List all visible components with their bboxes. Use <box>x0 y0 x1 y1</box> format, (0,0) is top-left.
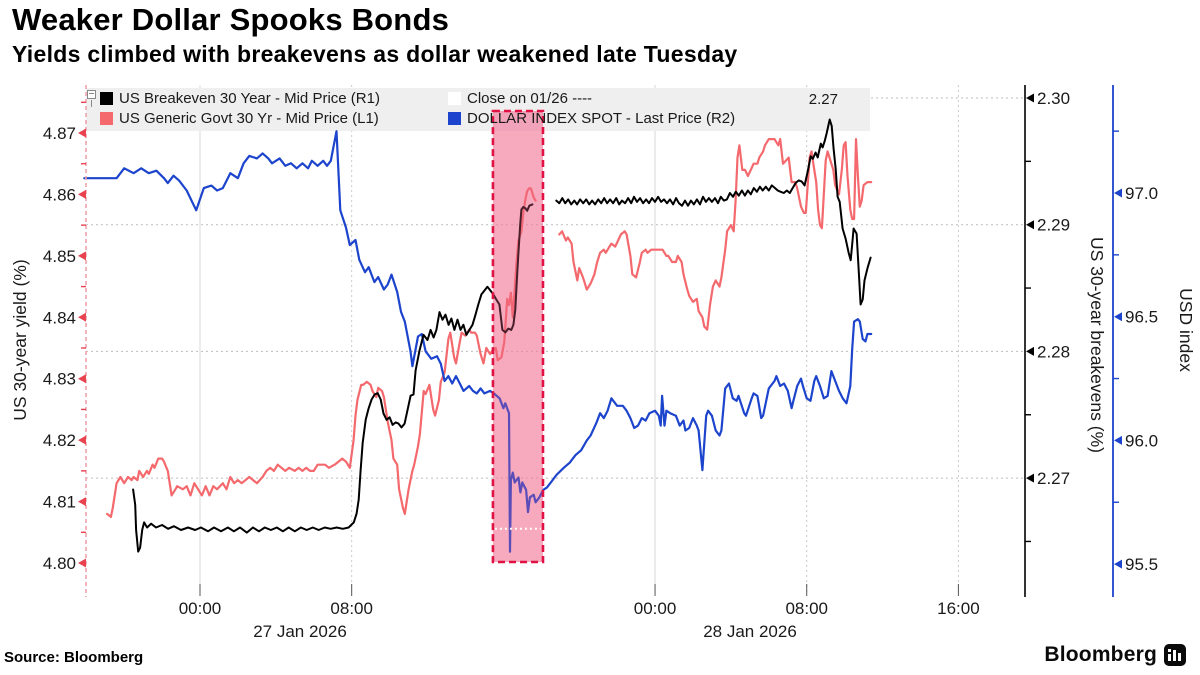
close-value-badge: 2.27 <box>808 91 838 108</box>
x-axis-time-label: 16:00 <box>937 599 980 618</box>
legend-label: US Breakeven 30 Year - Mid Price (R1) <box>119 90 380 107</box>
axis-label-breakevens: 2.28 <box>1037 342 1070 361</box>
legend-swatch-red <box>100 112 113 125</box>
axis-tick-arrow-left <box>78 497 86 507</box>
annotation-pin-icon[interactable] <box>87 90 96 107</box>
axis-tick-arrow-breakevens <box>1026 473 1034 483</box>
axis-tick-arrow-left <box>78 312 86 322</box>
axis-tick-arrow-usd <box>1114 312 1122 322</box>
axis-label-breakevens: 2.27 <box>1037 469 1070 488</box>
highlight-region-overlay <box>492 111 543 562</box>
x-axis-date-label: 28 Jan 2026 <box>703 622 797 641</box>
legend-item-breakeven[interactable]: US Breakeven 30 Year - Mid Price (R1) <box>100 90 380 107</box>
legend-background <box>86 88 870 131</box>
axis-title-breakevens: US 30-year breakevens (%) <box>1087 237 1107 453</box>
x-axis-time-label: 08:00 <box>785 599 828 618</box>
axis-label-left: 4.86 <box>43 185 76 204</box>
axis-tick-arrow-left <box>78 374 86 384</box>
bloomberg-terminal-icon <box>1164 644 1186 666</box>
axis-tick-arrow-breakevens <box>1026 220 1034 230</box>
x-axis-time-label: 08:00 <box>330 599 373 618</box>
x-axis-date-label: 27 Jan 2026 <box>253 622 347 641</box>
axis-label-left: 4.83 <box>43 370 76 389</box>
legend-item-close[interactable]: Close on 01/26 ---- <box>448 90 592 107</box>
axis-title-usd-index: USD index <box>1176 288 1196 372</box>
axis-label-left: 4.80 <box>43 554 76 573</box>
legend-label: US Generic Govt 30 Yr - Mid Price (L1) <box>119 110 379 127</box>
legend-item-dollar-index[interactable]: DOLLAR INDEX SPOT - Last Price (R2) <box>448 110 735 127</box>
axis-label-left: 4.81 <box>43 493 76 512</box>
axis-label-breakevens: 2.30 <box>1037 89 1070 108</box>
axis-label-left: 4.82 <box>43 431 76 450</box>
axis-label-left: 4.85 <box>43 247 76 266</box>
axis-label-breakevens: 2.29 <box>1037 216 1070 235</box>
highlight-region-border <box>491 109 545 564</box>
legend-label: Close on 01/26 ---- <box>467 90 593 107</box>
axis-tick-arrow-usd <box>1114 188 1122 198</box>
axis-label-usd: 96.5 <box>1125 308 1158 327</box>
legend-item-govt-30yr[interactable]: US Generic Govt 30 Yr - Mid Price (L1) <box>100 110 379 127</box>
axis-tick-arrow-left <box>78 251 86 261</box>
page-title: Weaker Dollar Spooks Bonds <box>12 2 450 37</box>
axis-label-usd: 97.0 <box>1125 184 1158 203</box>
legend-swatch-blue <box>448 112 461 125</box>
legend-swatch-white <box>448 92 461 105</box>
bloomberg-logo: Bloomberg <box>1044 643 1186 667</box>
axis-tick-arrow-breakevens <box>1026 93 1034 103</box>
axis-tick-arrow-usd <box>1114 435 1122 445</box>
axis-tick-arrow-left <box>78 128 86 138</box>
series-line-r1 <box>555 118 872 306</box>
source-credit: Source: Bloomberg <box>4 649 144 666</box>
legend-label: DOLLAR INDEX SPOT - Last Price (R2) <box>467 110 736 127</box>
axis-label-usd: 95.5 <box>1125 555 1158 574</box>
page-subtitle: Yields climbed with breakevens as dollar… <box>12 41 738 67</box>
series-line-r1 <box>132 203 534 553</box>
axis-label-usd: 96.0 <box>1125 431 1158 450</box>
axis-title-left-yield: US 30-year yield (%) <box>10 259 30 420</box>
axis-tick-arrow-left <box>78 435 86 445</box>
series-line-r2 <box>83 130 873 553</box>
x-axis-time-label: 00:00 <box>179 599 222 618</box>
axis-label-left: 4.87 <box>43 124 76 143</box>
legend-swatch-black <box>100 92 113 105</box>
series-line-l1 <box>558 138 873 331</box>
axis-tick-arrow-left <box>78 558 86 568</box>
axis-tick-arrow-usd <box>1114 559 1122 569</box>
highlight-region-fill <box>492 111 543 562</box>
series-line-l1 <box>105 187 537 519</box>
axis-label-left: 4.84 <box>43 308 76 327</box>
x-axis-time-label: 00:00 <box>634 599 677 618</box>
axis-tick-arrow-left <box>78 189 86 199</box>
bloomberg-logo-text: Bloomberg <box>1044 643 1157 666</box>
axis-tick-arrow-breakevens <box>1026 346 1034 356</box>
